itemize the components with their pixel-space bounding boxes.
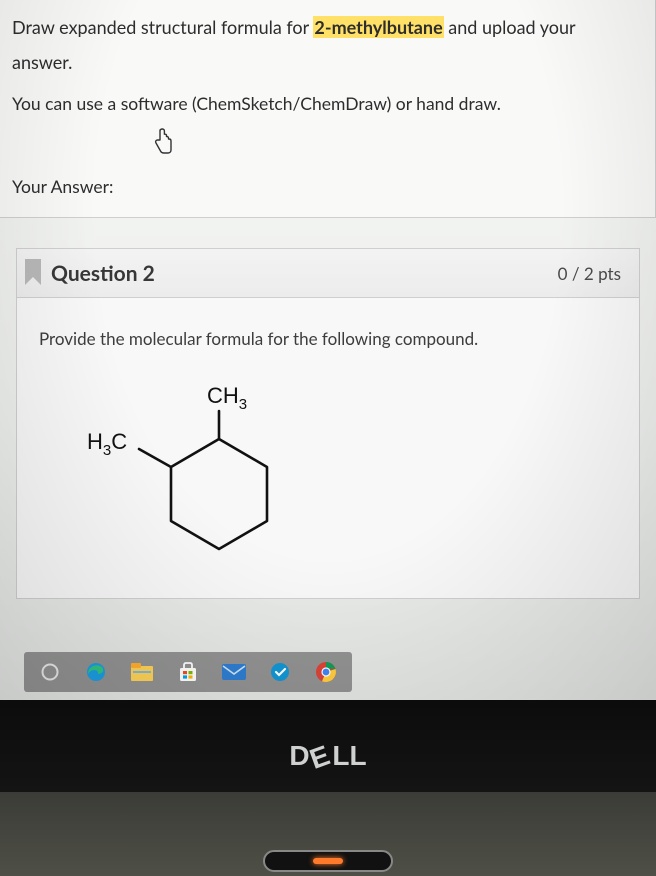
- q1-text-pre: Draw expanded structural formula for: [12, 16, 313, 38]
- mol-ch3-sub: 3: [239, 396, 247, 413]
- power-led-icon: [313, 858, 343, 864]
- question-2-header: Question 2 0 / 2 pts: [17, 248, 639, 298]
- bookmark-icon[interactable]: [23, 259, 43, 287]
- question-2-title: Question 2: [51, 261, 558, 286]
- question-1-panel: Draw expanded structural formula for 2-m…: [0, 0, 656, 218]
- mol-h3c-sub: 3: [103, 442, 111, 459]
- q1-highlight-term: 2-methylbutane: [313, 16, 443, 38]
- store-icon[interactable]: [176, 660, 200, 684]
- svg-text:CH3: CH3: [207, 383, 247, 413]
- svg-text:H3C: H3C: [87, 429, 127, 459]
- question-2-panel: Question 2 0 / 2 pts Provide the molecul…: [16, 248, 640, 599]
- q1-instruction-line2: answer.: [12, 47, 643, 78]
- question-2-points: 0 / 2 pts: [558, 263, 621, 284]
- pointer-cursor-icon: [12, 128, 643, 158]
- your-answer-label: Your Answer:: [12, 176, 643, 197]
- mol-h3c-c: C: [111, 429, 127, 454]
- q1-text-post: and upload your: [444, 16, 576, 38]
- file-explorer-icon[interactable]: [130, 660, 154, 684]
- edge-icon[interactable]: [84, 660, 108, 684]
- desk-surface: [0, 792, 656, 876]
- cortana-icon[interactable]: [38, 660, 62, 684]
- chrome-icon[interactable]: [314, 660, 338, 684]
- mol-h3c-h: H: [87, 429, 103, 454]
- mail-icon[interactable]: [222, 660, 246, 684]
- mol-ch3-label: CH: [207, 383, 239, 408]
- molecule-diagram: CH3 H3C: [69, 367, 329, 567]
- quiz-screen: Draw expanded structural formula for 2-m…: [0, 0, 656, 700]
- q1-instruction-line3: You can use a software (ChemSketch/ChemD…: [12, 93, 643, 114]
- settings-icon[interactable]: [268, 660, 292, 684]
- q1-instruction-line1: Draw expanded structural formula for 2-m…: [12, 12, 643, 43]
- windows-taskbar[interactable]: [24, 652, 352, 692]
- laptop-hinge: [263, 850, 393, 872]
- dell-brand-label: DELL: [0, 740, 656, 772]
- question-2-body: Provide the molecular formula for the fo…: [17, 298, 639, 598]
- q2-prompt: Provide the molecular formula for the fo…: [39, 328, 617, 349]
